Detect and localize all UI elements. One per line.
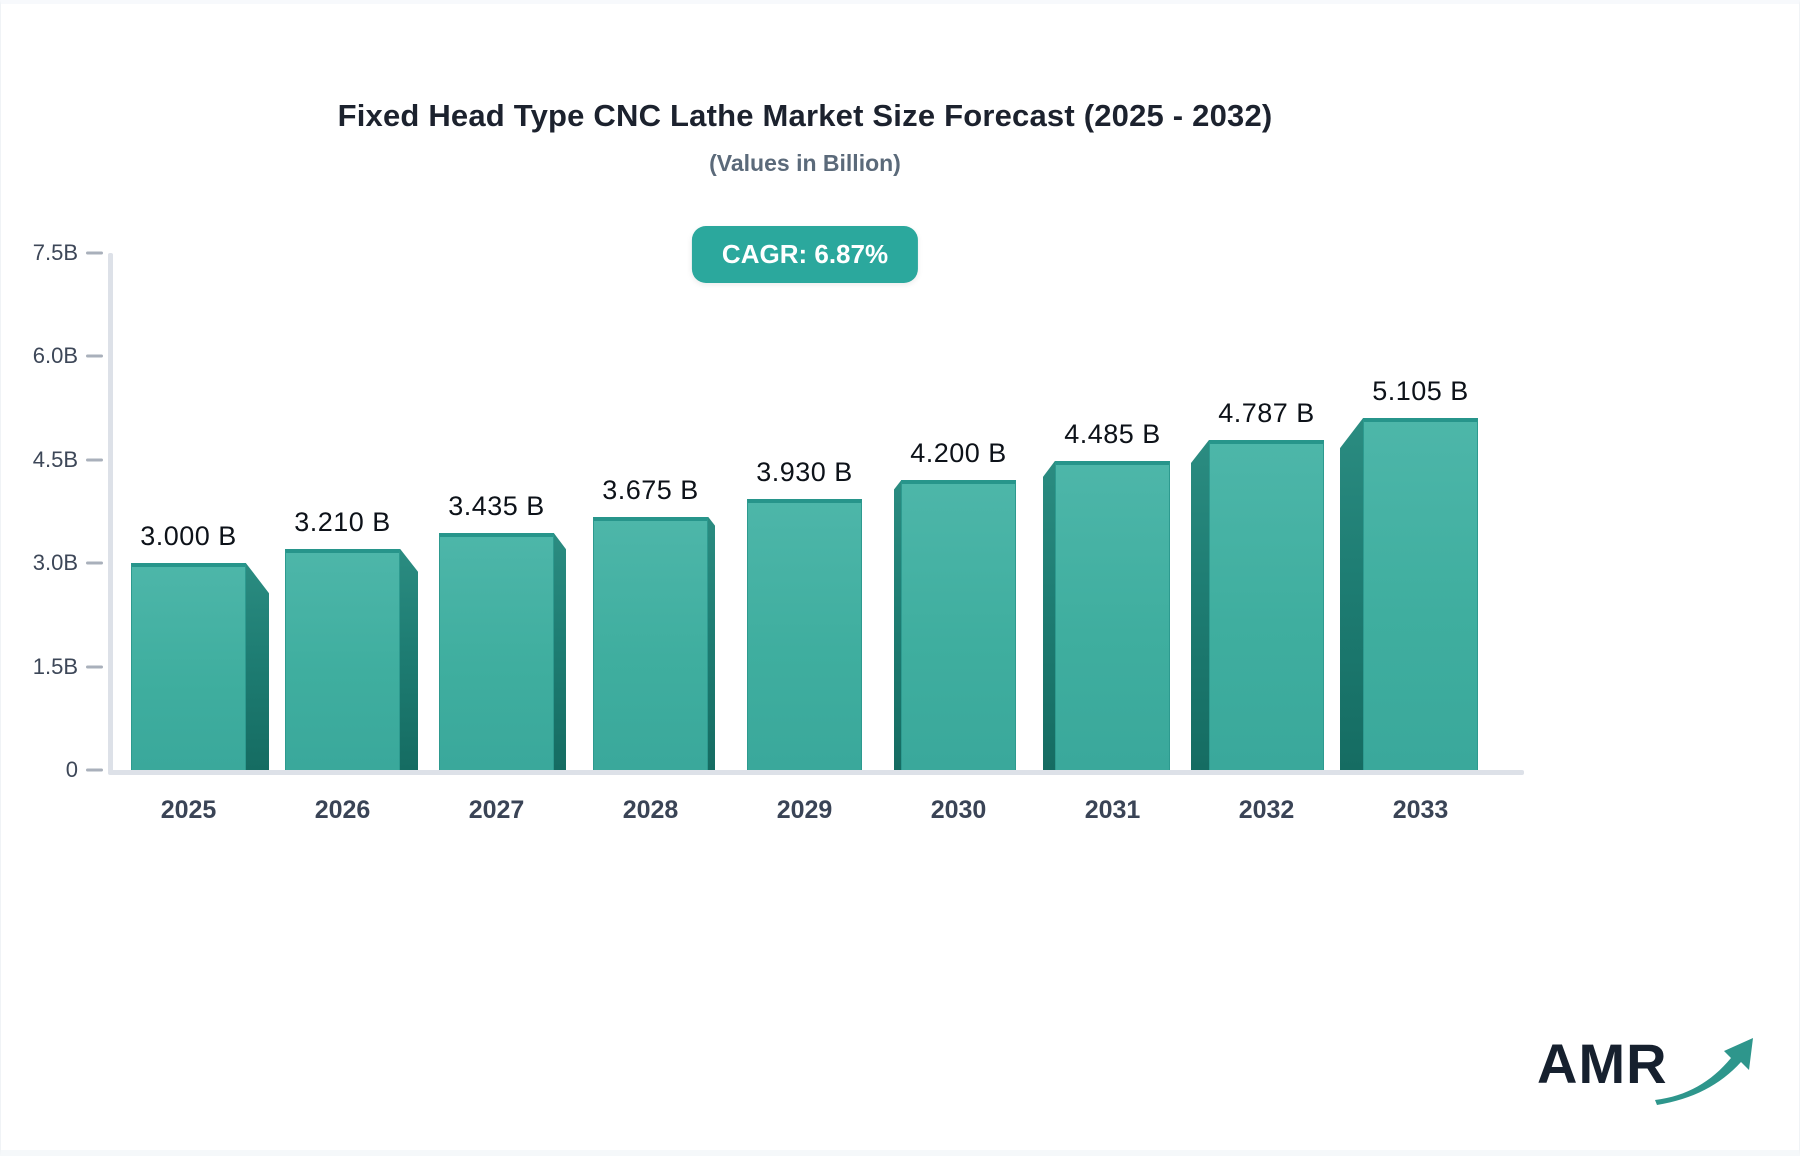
bar-value-label: 3.675 B xyxy=(602,474,699,505)
x-category-label: 2027 xyxy=(468,796,525,824)
bar-2031[interactable] xyxy=(1055,460,1170,770)
bar-value-label: 3.930 B xyxy=(756,457,853,488)
chart-subtitle: (Values in Billion) xyxy=(709,150,901,176)
y-tick-mark xyxy=(86,251,103,255)
x-axis-line xyxy=(108,770,1524,775)
bar-2026[interactable] xyxy=(285,548,400,770)
bar-value-label: 5.105 B xyxy=(1372,376,1469,407)
bar-2031-side-face xyxy=(1043,460,1055,770)
bar-2027-side-face xyxy=(554,533,566,770)
bar-2026-side-face xyxy=(400,548,418,770)
bar-value-label: 3.210 B xyxy=(294,506,391,537)
y-tick-label: 4.5B xyxy=(32,446,78,472)
y-axis-line xyxy=(108,253,113,772)
y-tick-label: 6.0B xyxy=(32,343,78,369)
y-tick-label: 0 xyxy=(65,757,78,782)
bar-value-label: 3.000 B xyxy=(140,521,237,552)
bar-2028[interactable] xyxy=(593,516,708,770)
y-tick-label: 3.0B xyxy=(32,550,78,576)
bar-2033[interactable] xyxy=(1363,418,1478,770)
bar-2032-side-face xyxy=(1191,440,1209,770)
bar-2029[interactable] xyxy=(747,499,862,770)
y-tick-mark xyxy=(86,561,103,565)
bar-value-label: 4.200 B xyxy=(910,438,1007,469)
x-category-label: 2026 xyxy=(314,796,371,824)
bar-value-label: 4.485 B xyxy=(1064,418,1161,449)
cagr-badge: CAGR: 6.87% xyxy=(691,226,919,283)
amr-logo: AMR xyxy=(1537,1030,1753,1110)
amr-logo-arrow-icon xyxy=(1655,1038,1753,1105)
bar-2025-side-face xyxy=(246,563,269,770)
x-category-label: 2032 xyxy=(1238,796,1295,824)
bar-value-label: 4.787 B xyxy=(1218,398,1315,429)
bar-value-label: 3.435 B xyxy=(448,491,545,522)
bar-2032[interactable] xyxy=(1209,440,1324,770)
bar-2025[interactable] xyxy=(131,563,246,770)
x-category-label: 2031 xyxy=(1084,796,1141,824)
y-tick-mark xyxy=(86,354,103,358)
x-category-label: 2030 xyxy=(930,796,987,824)
y-tick-mark xyxy=(86,768,103,772)
y-tick-label: 7.5B xyxy=(32,240,78,265)
y-tick-label: 1.5B xyxy=(32,653,78,679)
y-tick-mark xyxy=(86,458,103,462)
bar-2027[interactable] xyxy=(439,533,554,770)
amr-logo-text: AMR xyxy=(1537,1032,1668,1095)
bar-2028-side-face xyxy=(708,516,715,770)
x-category-label: 2028 xyxy=(622,796,679,824)
bar-2033-side-face xyxy=(1340,418,1363,770)
x-category-label: 2025 xyxy=(160,796,217,824)
x-category-label: 2029 xyxy=(776,796,833,824)
x-category-label: 2033 xyxy=(1392,796,1449,824)
chart-title: Fixed Head Type CNC Lathe Market Size Fo… xyxy=(337,98,1273,133)
y-tick-mark xyxy=(86,665,103,669)
bar-2030-side-face xyxy=(894,480,901,770)
bar-2030[interactable] xyxy=(901,480,1016,770)
